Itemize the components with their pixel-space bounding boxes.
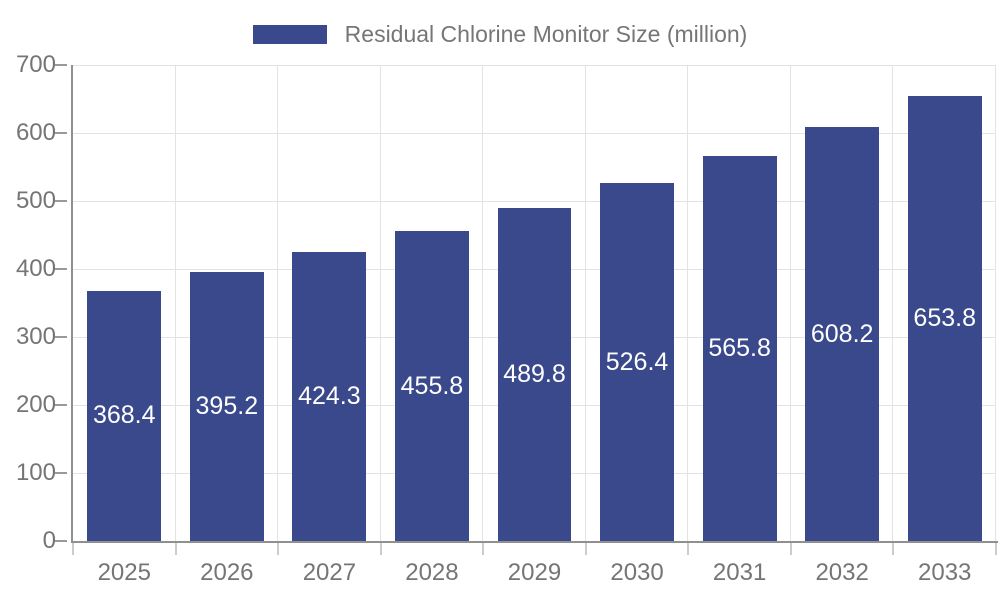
x-axis-line <box>71 541 998 543</box>
legend-item[interactable]: Residual Chlorine Monitor Size (million) <box>0 16 1000 52</box>
x-tick-label-2031: 2031 <box>712 559 767 586</box>
v-gridline <box>277 65 279 541</box>
x-tick-label-2028: 2028 <box>405 559 459 586</box>
bar-value-label: 424.3 <box>298 382 361 411</box>
y-axis-tick <box>55 404 67 406</box>
bar-value-label: 455.8 <box>400 371 464 400</box>
x-tick-label-2026: 2026 <box>200 559 254 586</box>
h-gridline <box>73 133 996 134</box>
bar-2032[interactable]: 608.2 <box>805 127 880 541</box>
y-tick-label: 0 <box>42 527 56 554</box>
y-axis-tick <box>55 336 67 338</box>
y-axis-tick <box>55 64 67 66</box>
x-tick-label-2029: 2029 <box>507 559 562 586</box>
bar-value-label: 565.8 <box>708 334 771 363</box>
bar-2027[interactable]: 424.3 <box>292 252 367 541</box>
bar-value-label: 368.4 <box>92 401 156 430</box>
bar-2026[interactable]: 395.2 <box>189 272 264 541</box>
y-tick-label: 700 <box>15 51 56 78</box>
h-gridline <box>73 65 996 66</box>
bar-value-label: 653.8 <box>913 304 976 333</box>
legend-label: Residual Chlorine Monitor Size (million) <box>344 21 748 47</box>
legend-swatch <box>252 24 327 44</box>
bar-2028[interactable]: 455.8 <box>395 231 469 541</box>
x-tick-label-2030: 2030 <box>610 559 664 586</box>
v-gridline <box>892 65 894 541</box>
bar-2031[interactable]: 565.8 <box>702 156 777 541</box>
v-gridline <box>174 65 176 541</box>
v-gridline <box>482 65 484 541</box>
y-axis-line <box>71 65 73 543</box>
v-gridline <box>995 65 996 541</box>
bar-2033[interactable]: 653.8 <box>907 96 982 541</box>
y-tick-label: 500 <box>15 187 56 214</box>
plot-area: 368.4 395.2 424.3 455.8 489.8 526.4 565.8 608.2… <box>73 65 996 541</box>
y-tick-label: 300 <box>15 323 56 350</box>
x-axis-tick <box>789 543 792 555</box>
bar-2025[interactable]: 368.4 <box>87 290 162 541</box>
y-axis-tick <box>55 268 67 270</box>
bar-2030[interactable]: 526.4 <box>600 183 674 541</box>
y-axis-tick <box>55 132 67 134</box>
x-tick-label-2032: 2032 <box>815 559 869 586</box>
v-gridline <box>789 65 791 541</box>
x-tick-label-2027: 2027 <box>302 559 357 586</box>
y-tick-label: 100 <box>15 459 56 486</box>
x-axis-tick <box>482 543 485 555</box>
x-axis-tick <box>72 543 74 555</box>
x-tick-label-2033: 2033 <box>918 559 972 586</box>
x-axis-tick <box>995 543 997 555</box>
bar-2029[interactable]: 489.8 <box>497 207 572 541</box>
v-gridline <box>584 65 586 541</box>
y-axis-tick <box>55 200 67 202</box>
y-axis-tick <box>55 472 67 474</box>
y-tick-label: 400 <box>15 255 56 282</box>
y-tick-label: 600 <box>15 119 56 146</box>
v-gridline <box>379 65 381 541</box>
bar-value-label: 608.2 <box>810 319 874 348</box>
bar-value-label: 489.8 <box>503 359 566 388</box>
x-axis-tick <box>584 543 587 555</box>
x-tick-label-2025: 2025 <box>97 559 151 586</box>
x-axis-tick <box>892 543 895 555</box>
x-axis-tick <box>277 543 280 555</box>
h-gridline <box>73 201 996 202</box>
x-axis-tick <box>379 543 382 555</box>
y-axis-tick <box>55 540 67 542</box>
v-gridline <box>687 65 689 541</box>
bar-value-label: 395.2 <box>195 392 259 421</box>
y-tick-label: 200 <box>15 391 56 418</box>
bar-value-label: 526.4 <box>605 347 669 376</box>
x-axis-tick <box>687 543 690 555</box>
x-axis-tick <box>174 543 177 555</box>
